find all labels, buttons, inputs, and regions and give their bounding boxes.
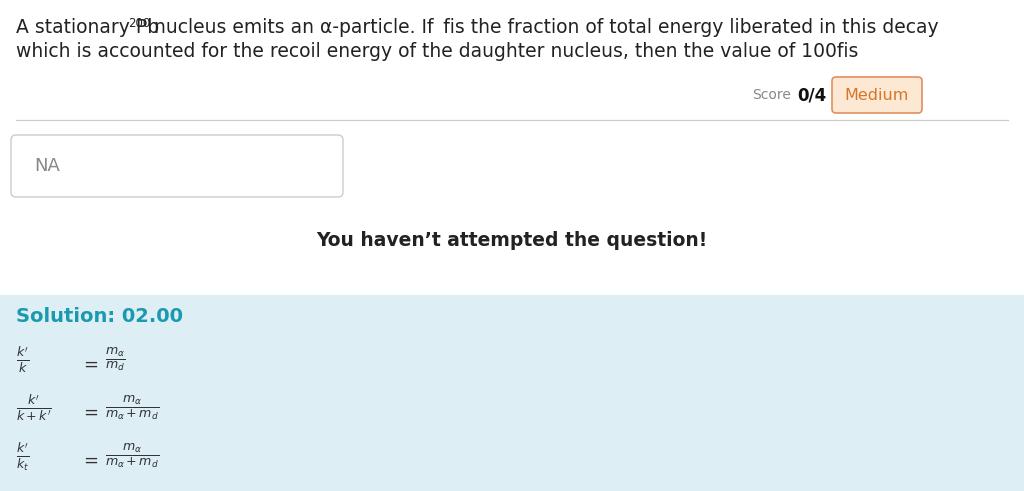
Text: $=$: $=$: [80, 403, 98, 421]
Text: 0/4: 0/4: [797, 86, 826, 104]
Text: 200: 200: [128, 17, 151, 30]
Text: $=$: $=$: [80, 451, 98, 469]
Text: You haven’t attempted the question!: You haven’t attempted the question!: [316, 230, 708, 249]
Text: A stationary Pb: A stationary Pb: [16, 18, 159, 37]
Text: $=$: $=$: [80, 355, 98, 373]
FancyBboxPatch shape: [0, 295, 1024, 491]
Text: which is accounted for the recoil energy of the daughter nucleus, then the value: which is accounted for the recoil energy…: [16, 42, 858, 61]
FancyBboxPatch shape: [831, 77, 922, 113]
Text: $\frac{m_{\alpha}}{m_{\alpha}+m_d}$: $\frac{m_{\alpha}}{m_{\alpha}+m_d}$: [105, 441, 159, 469]
Text: Score: Score: [752, 88, 791, 102]
Text: NA: NA: [34, 157, 59, 175]
Text: Medium: Medium: [845, 87, 909, 103]
Text: $\frac{m_{\alpha}}{m_d}$: $\frac{m_{\alpha}}{m_d}$: [105, 345, 125, 373]
Text: $\frac{k'}{k_t}$: $\frac{k'}{k_t}$: [16, 441, 29, 473]
Text: $\frac{m_{\alpha}}{m_{\alpha}+m_d}$: $\frac{m_{\alpha}}{m_{\alpha}+m_d}$: [105, 393, 159, 422]
Text: $\frac{k'}{k}$: $\frac{k'}{k}$: [16, 345, 29, 375]
Text: $\frac{k'}{k+k'}$: $\frac{k'}{k+k'}$: [16, 393, 52, 423]
Text: Solution: 02.00: Solution: 02.00: [16, 307, 183, 326]
Text: nucleus emits an α-particle. If  fis the fraction of total energy liberated in t: nucleus emits an α-particle. If fis the …: [148, 18, 939, 37]
FancyBboxPatch shape: [11, 135, 343, 197]
